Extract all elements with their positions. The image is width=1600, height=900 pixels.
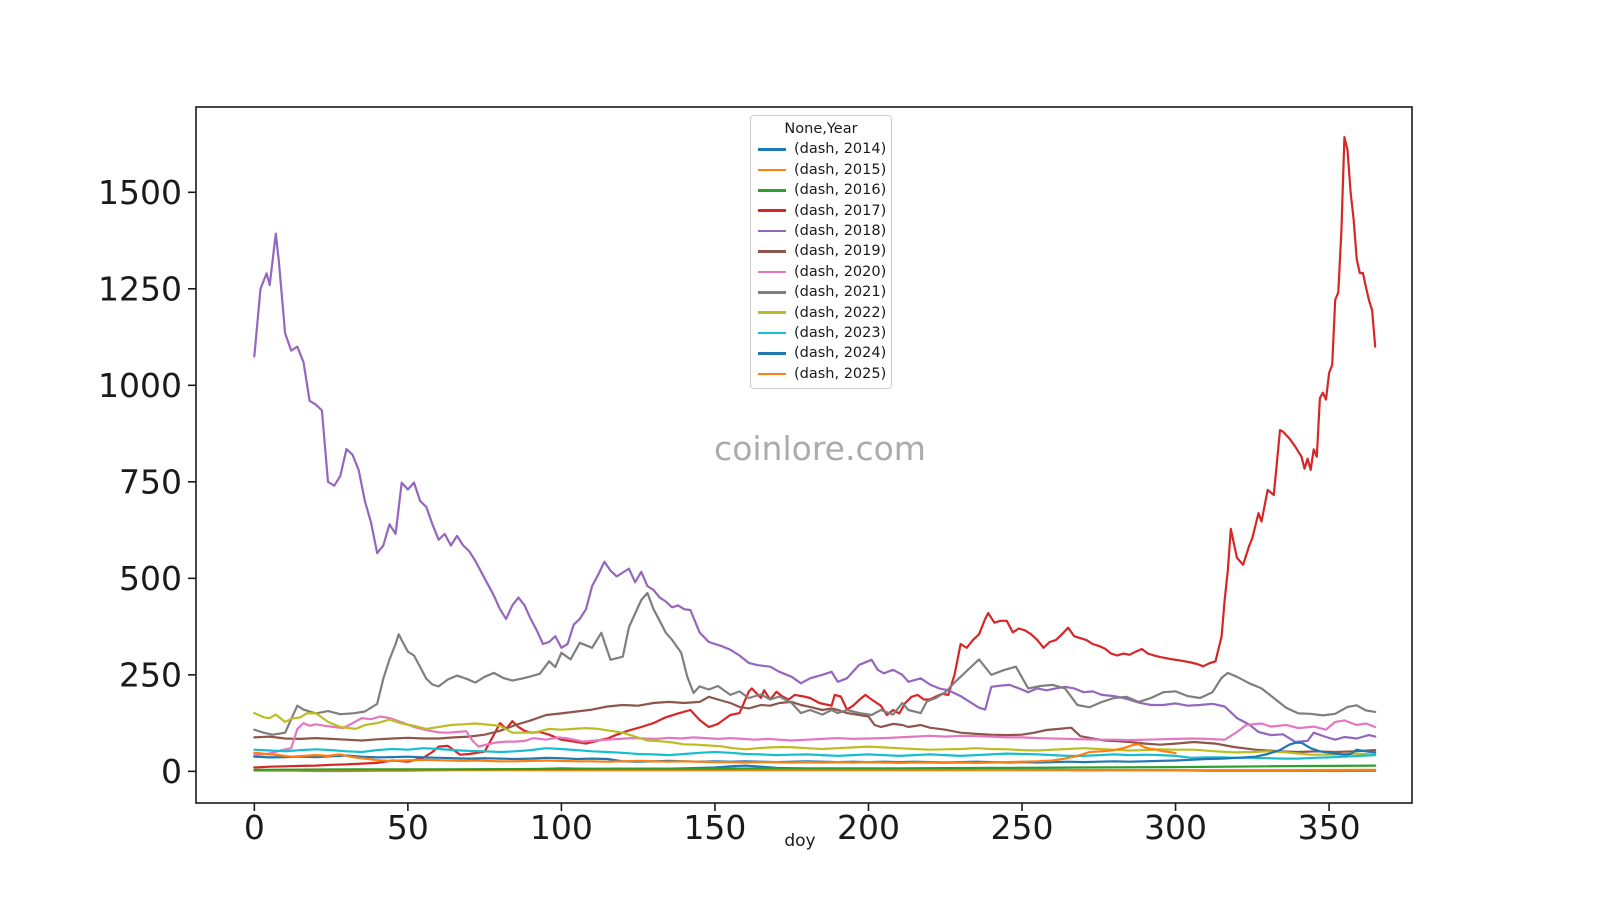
legend-entry: (dash, 2016) <box>758 180 887 200</box>
axis-ticks: 0 50 100 150 200 250 300 350 0 250 500 750 1000 1250 1… <box>98 173 1361 847</box>
y-tick-label: 500 <box>119 559 182 598</box>
legend-swatch-icon <box>758 372 786 376</box>
x-tick-label: 300 <box>1144 808 1207 847</box>
legend-entry-label: (dash, 2017) <box>794 202 887 219</box>
legend-entries: (dash, 2014) (dash, 2015) (dash, 2016) (das… <box>758 139 887 384</box>
legend-swatch-icon <box>758 352 786 355</box>
y-tick-label: 1250 <box>98 269 182 308</box>
legend-entry-label: (dash, 2025) <box>794 365 887 382</box>
legend-swatch-icon <box>758 291 786 294</box>
x-tick-label: 50 <box>387 808 429 847</box>
plot-border <box>195 106 1413 804</box>
legend-entry-label: (dash, 2015) <box>794 161 887 178</box>
legend-entry: (dash, 2020) <box>758 262 887 282</box>
legend-swatch-icon <box>758 331 786 335</box>
x-tick-label: 100 <box>530 808 593 847</box>
legend-swatch-icon <box>758 189 786 192</box>
legend-entry: (dash, 2021) <box>758 282 887 302</box>
series-line-2018 <box>253 232 1377 744</box>
series-line-2019 <box>253 695 1377 754</box>
y-tick-label: 750 <box>119 462 182 501</box>
legend-entry-label: (dash, 2019) <box>794 243 887 260</box>
legend-swatch-icon <box>758 229 786 233</box>
series-line-2017 <box>253 136 1377 769</box>
legend-swatch-icon <box>758 209 786 213</box>
legend: None,Year (dash, 2014) (dash, 2015) (dash,… <box>750 115 892 390</box>
legend-entry-label: (dash, 2024) <box>794 345 887 362</box>
legend-entry-label: (dash, 2014) <box>794 141 887 158</box>
legend-entry: (dash, 2025) <box>758 364 887 384</box>
legend-entry: (dash, 2015) <box>758 160 887 180</box>
legend-title: None,Year <box>784 121 858 137</box>
y-tick-label: 1000 <box>98 366 182 405</box>
series-line-2021 <box>253 591 1377 736</box>
legend-entry: (dash, 2017) <box>758 201 887 221</box>
legend-swatch-icon <box>758 148 786 151</box>
y-tick-label: 1500 <box>98 173 182 212</box>
legend-swatch-icon <box>758 168 786 172</box>
plot-series <box>253 136 1377 773</box>
series-line-2020 <box>253 715 1377 757</box>
legend-entry-label: (dash, 2021) <box>794 284 887 301</box>
x-tick-label: 150 <box>683 808 746 847</box>
legend-entry: (dash, 2024) <box>758 343 887 363</box>
y-tick-label: 0 <box>161 752 182 791</box>
series-line-2025 <box>253 743 1177 765</box>
series-line-2023 <box>253 747 1377 760</box>
y-tick-label: 250 <box>119 655 182 694</box>
x-tick-label: 200 <box>837 808 900 847</box>
legend-entry-label: (dash, 2016) <box>794 182 887 199</box>
legend-swatch-icon <box>758 250 786 253</box>
x-axis-label: doy <box>784 831 815 851</box>
legend-entry: (dash, 2018) <box>758 221 887 241</box>
watermark: coinlore.com <box>714 429 926 468</box>
legend-entry: (dash, 2019) <box>758 241 887 261</box>
legend-entry-label: (dash, 2022) <box>794 304 887 321</box>
x-tick-label: 0 <box>244 808 265 847</box>
x-tick-label: 350 <box>1298 808 1361 847</box>
legend-entry: (dash, 2022) <box>758 303 887 323</box>
legend-entry-label: (dash, 2020) <box>794 263 887 280</box>
legend-entry: (dash, 2023) <box>758 323 887 343</box>
legend-swatch-icon <box>758 270 786 274</box>
legend-entry-label: (dash, 2023) <box>794 324 887 341</box>
legend-entry: (dash, 2014) <box>758 139 887 159</box>
series-line-2016 <box>253 764 1377 771</box>
legend-entry-label: (dash, 2018) <box>794 222 887 239</box>
legend-swatch-icon <box>758 311 786 315</box>
x-tick-label: 250 <box>991 808 1054 847</box>
